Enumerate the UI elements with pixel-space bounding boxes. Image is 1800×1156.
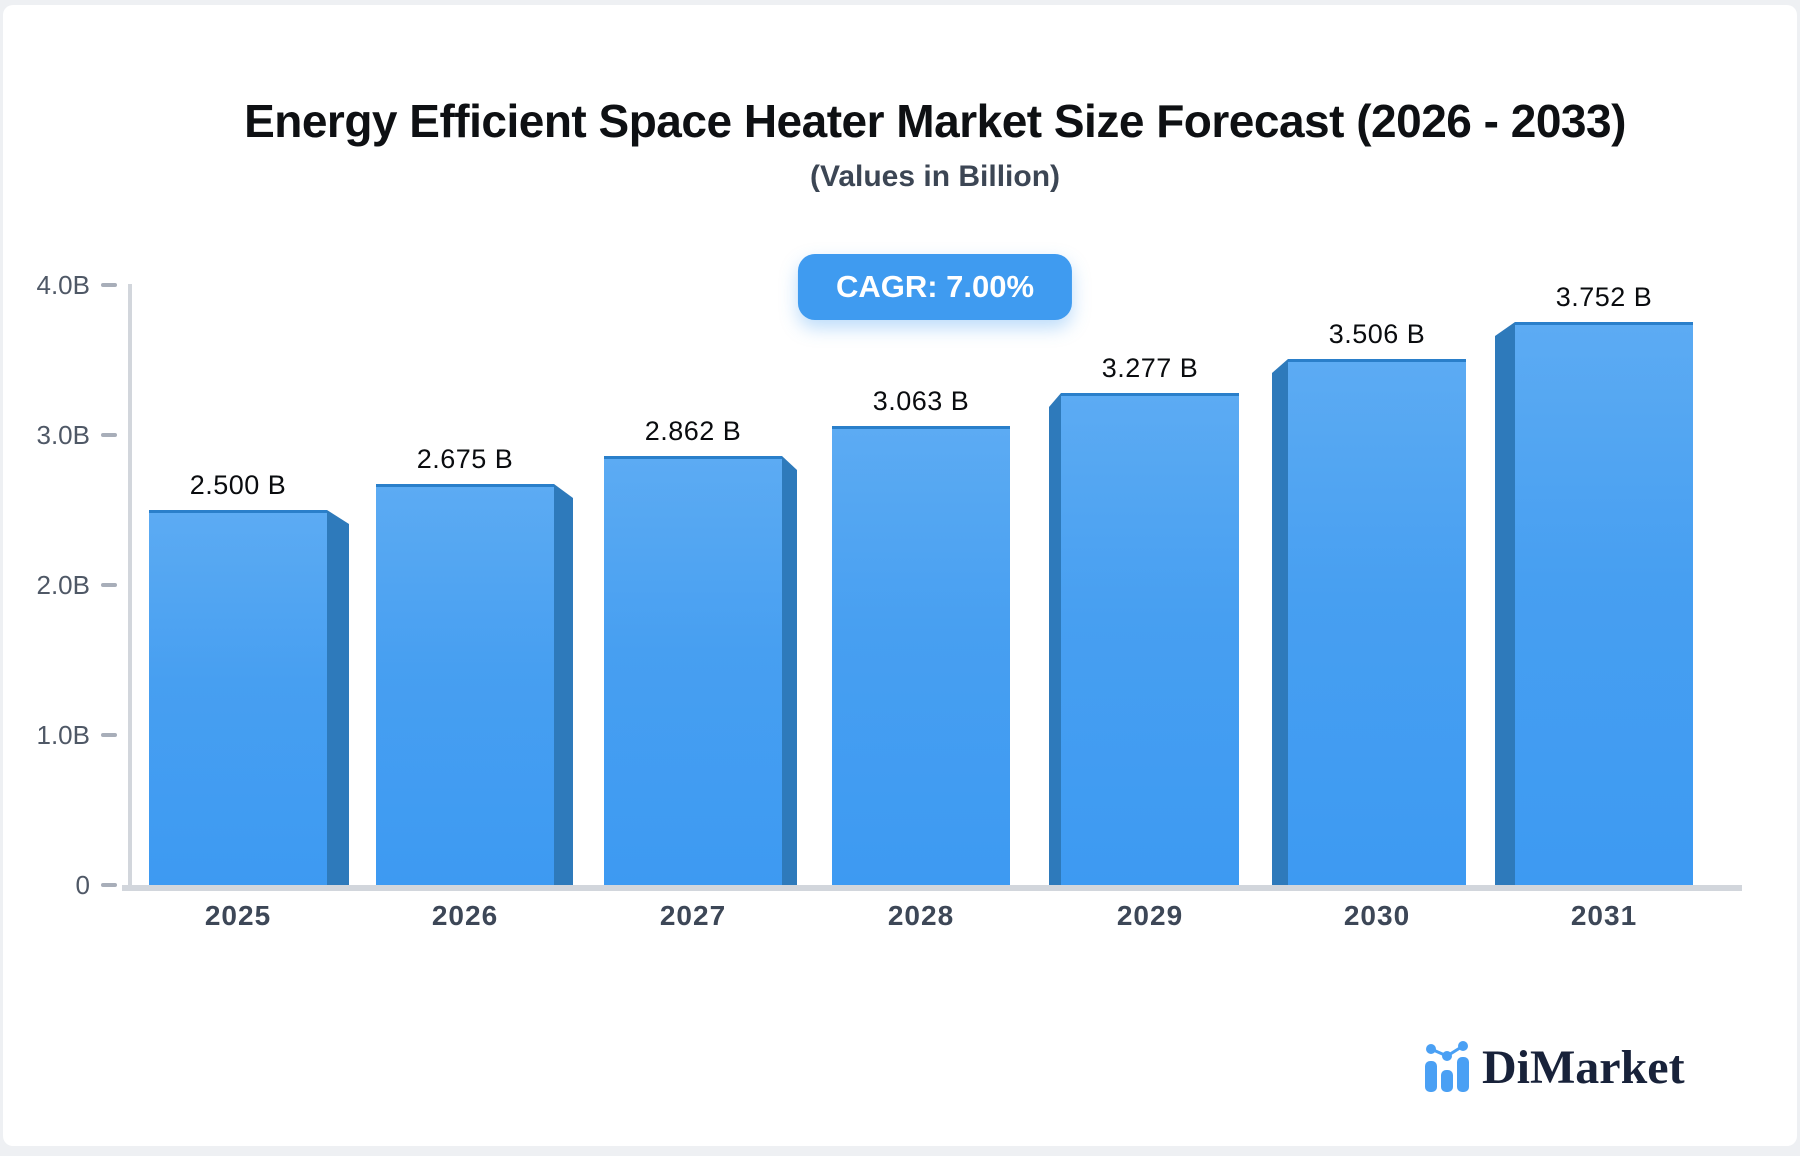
y-tick-label: 2.0B xyxy=(36,570,91,600)
bar-2029 xyxy=(1061,393,1239,885)
brand-logo: DiMarket xyxy=(1424,1036,1685,1094)
bar-2026 xyxy=(376,484,554,885)
bar-2031-side-face xyxy=(1495,322,1515,885)
x-axis-label: 2028 xyxy=(887,900,955,931)
bar-value-label: 3.752 B xyxy=(1555,282,1653,312)
bar-2025-side-face xyxy=(327,510,349,885)
bar-2027 xyxy=(604,456,782,885)
x-axis-label: 2029 xyxy=(1116,900,1184,931)
x-axis-label: 2026 xyxy=(431,900,499,931)
y-tick-mark xyxy=(101,283,117,287)
y-tick-label: 4.0B xyxy=(36,270,91,300)
bar-2028 xyxy=(832,426,1010,885)
bar-2031 xyxy=(1515,322,1693,885)
brand-name: DiMarket xyxy=(1482,1041,1685,1094)
chart-subtitle: (Values in Billion) xyxy=(809,160,1061,193)
x-axis-label: 2031 xyxy=(1570,900,1638,931)
y-tick-mark xyxy=(101,583,117,587)
mini-bar-line-chart-icon xyxy=(1425,1041,1469,1092)
y-tick-mark xyxy=(101,433,117,437)
y-axis-line xyxy=(128,284,132,886)
y-tick-mark xyxy=(101,883,117,887)
x-axis-label: 2025 xyxy=(204,900,272,931)
bar-2026-side-face xyxy=(554,484,573,885)
bar-value-label: 3.277 B xyxy=(1101,353,1199,383)
bar-value-label: 2.500 B xyxy=(189,470,287,500)
y-tick-label: 1.0B xyxy=(36,720,91,750)
bar-2025 xyxy=(149,510,327,885)
bar-2030 xyxy=(1288,359,1466,885)
y-tick-label: 0 xyxy=(75,870,90,900)
y-tick-mark xyxy=(101,733,117,737)
x-axis-label: 2030 xyxy=(1343,900,1411,931)
bar-value-label: 2.675 B xyxy=(416,444,514,474)
x-axis-line xyxy=(122,885,1742,891)
bar-2027-side-face xyxy=(782,456,797,885)
bar-value-label: 3.063 B xyxy=(872,386,970,416)
bar-value-label: 3.506 B xyxy=(1328,319,1426,349)
chart-title: Energy Efficient Space Heater Market Siz… xyxy=(244,95,1626,147)
bar-2030-side-face xyxy=(1272,359,1288,885)
x-axis-label: 2027 xyxy=(659,900,727,931)
bar-2029-side-face xyxy=(1049,393,1061,885)
y-tick-label: 3.0B xyxy=(36,420,91,450)
bar-value-label: 2.862 B xyxy=(644,416,742,446)
cagr-badge: CAGR: 7.00% xyxy=(797,254,1073,320)
